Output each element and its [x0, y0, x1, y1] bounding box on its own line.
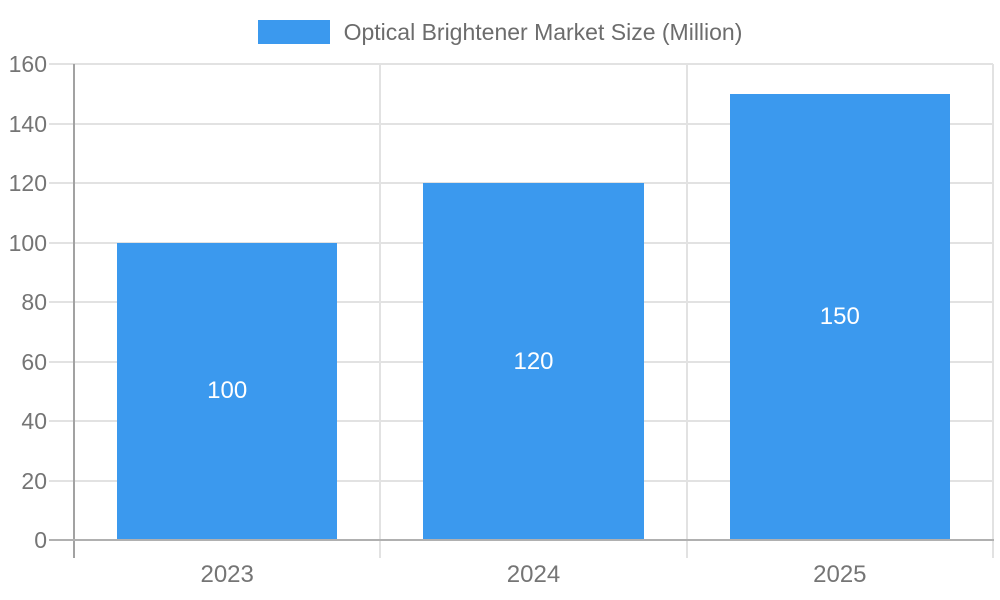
- gridline-vertical: [685, 64, 688, 558]
- x-tick-label: 2023: [200, 561, 254, 588]
- gridline-horizontal: [49, 63, 993, 65]
- gridline-vertical: [379, 64, 382, 558]
- y-tick-label: 120: [8, 170, 47, 196]
- y-tick-label: 0: [34, 527, 47, 553]
- chart-title: Optical Brightener Market Size (Million): [343, 19, 743, 45]
- y-tick-label: 160: [8, 51, 47, 77]
- y-tick-label: 100: [8, 229, 47, 256]
- gridline-vertical: [992, 64, 994, 558]
- bar-2023: [116, 242, 338, 540]
- chart-legend: Optical Brightener Market Size (Million): [0, 19, 1000, 45]
- x-tick-label: 2025: [813, 561, 867, 588]
- y-tick-label: 60: [21, 348, 47, 375]
- bar-value-label: 100: [207, 377, 248, 405]
- bar-value-label: 150: [819, 302, 860, 330]
- y-tick-label: 140: [8, 110, 47, 137]
- y-tick-label: 20: [21, 467, 47, 494]
- x-axis-line: [49, 539, 994, 541]
- x-tick-label: 2024: [506, 561, 561, 588]
- y-tick-label: 40: [21, 408, 47, 434]
- bar-2025: [729, 93, 951, 540]
- bar-value-label: 120: [513, 347, 554, 375]
- legend-swatch: [257, 20, 330, 44]
- y-tick-label: 80: [21, 289, 47, 315]
- y-axis-line: [73, 64, 75, 558]
- bar-2024: [423, 183, 644, 540]
- gridline-horizontal: [49, 122, 993, 125]
